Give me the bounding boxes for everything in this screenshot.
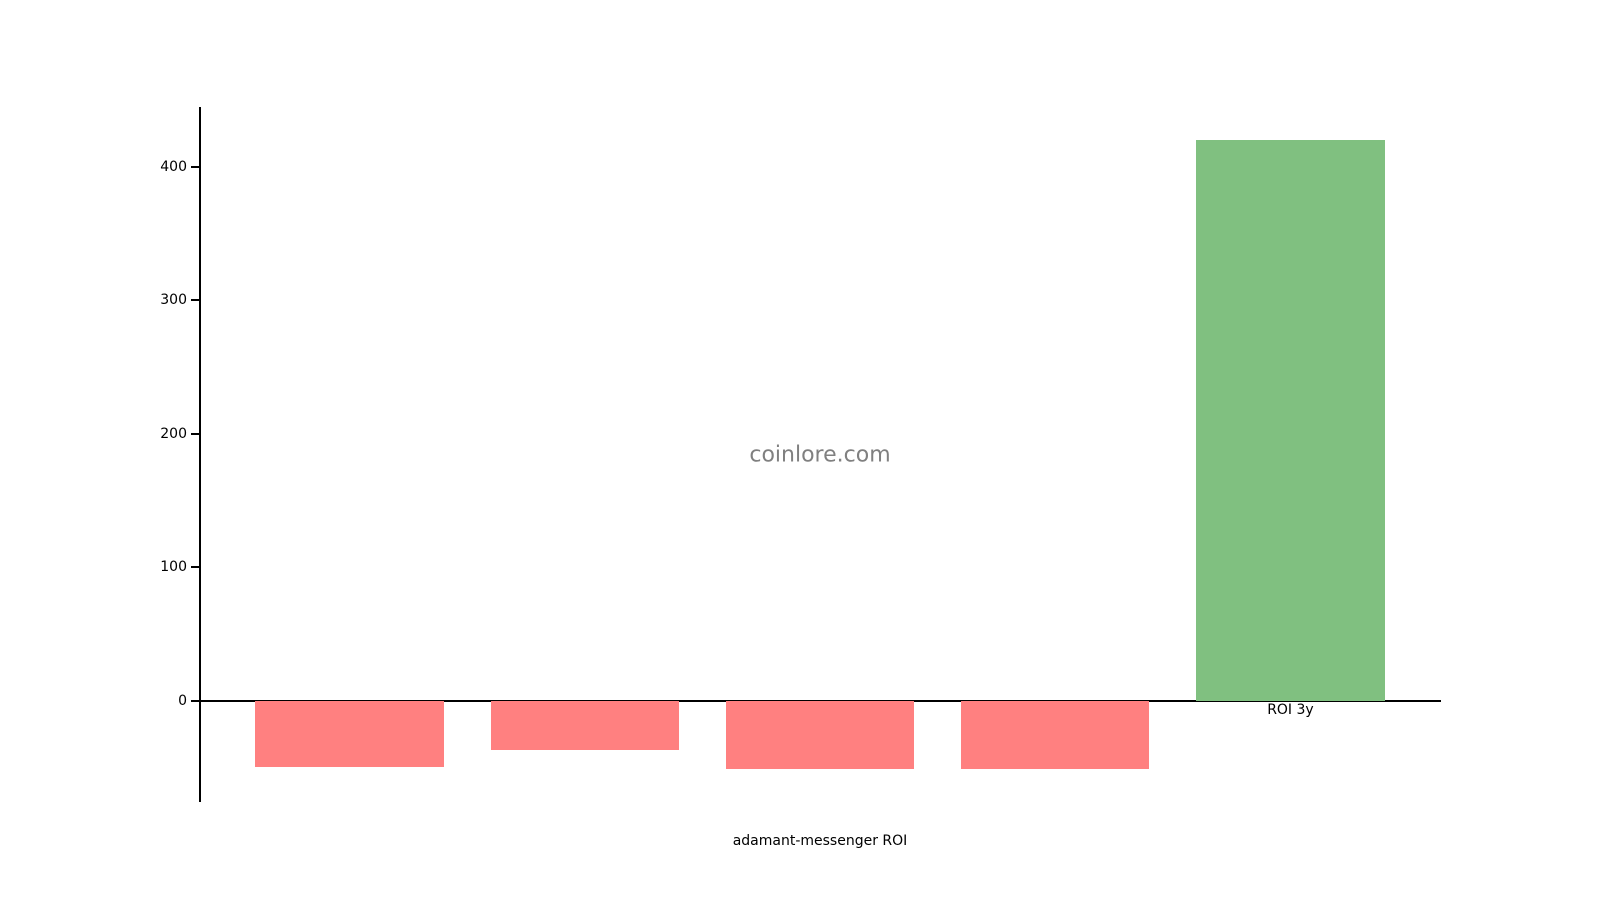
y-tick-label: 0 bbox=[178, 692, 187, 709]
y-tick-mark bbox=[191, 699, 199, 702]
y-tick-label: 300 bbox=[160, 292, 187, 309]
plot-area: 0 100 200 300 400 ROI 3y coinlore.com bbox=[160, 107, 1441, 802]
y-tick-mark bbox=[191, 432, 199, 435]
bar-positive bbox=[1196, 140, 1385, 701]
bar-negative bbox=[961, 700, 1150, 769]
watermark-text: coinlore.com bbox=[749, 442, 891, 467]
bar-negative bbox=[490, 700, 679, 750]
bar-category-label: ROI 3y bbox=[1267, 701, 1314, 718]
y-tick-mark bbox=[191, 299, 199, 302]
y-tick-label: 200 bbox=[160, 425, 187, 442]
y-tick-mark bbox=[191, 166, 199, 169]
bar-negative bbox=[725, 700, 915, 769]
y-axis-line bbox=[199, 107, 201, 802]
chart-title: adamant-messenger ROI bbox=[732, 833, 908, 849]
bar-negative bbox=[255, 700, 444, 768]
y-tick-label: 400 bbox=[160, 159, 187, 176]
y-tick-mark bbox=[191, 566, 199, 569]
y-tick-label: 100 bbox=[160, 559, 187, 576]
